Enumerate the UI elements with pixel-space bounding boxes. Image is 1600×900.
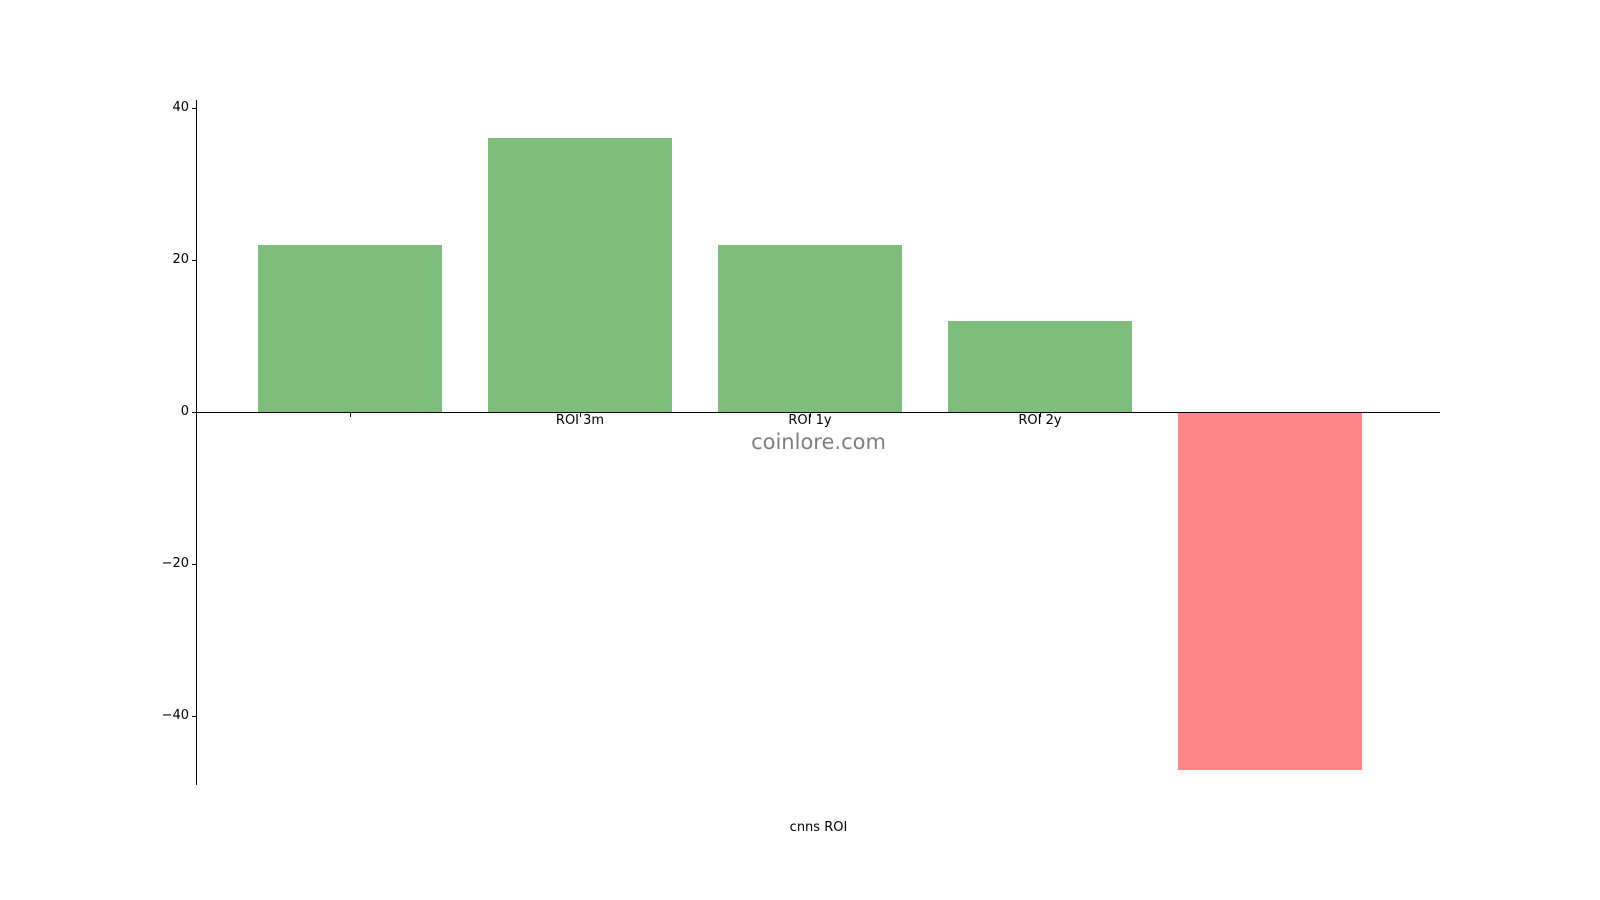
positive-roi-bar: [488, 138, 672, 412]
y-axis-line: [196, 100, 197, 785]
y-tick-mark: [192, 260, 196, 261]
y-tick-label: 40: [172, 100, 189, 115]
x-tick-mark: [580, 413, 581, 417]
y-tick-label: −20: [161, 556, 189, 571]
positive-roi-bar: [718, 245, 902, 412]
x-tick-label: ROI 2y: [1018, 413, 1062, 428]
positive-roi-bar: [258, 245, 442, 412]
x-tick-label: ROI 1y: [788, 413, 832, 428]
y-tick-label: 20: [172, 252, 189, 267]
x-tick-mark: [1040, 413, 1041, 417]
y-tick-mark: [192, 716, 196, 717]
y-tick-label: −40: [161, 708, 189, 723]
x-tick-label: ROI 3m: [555, 413, 605, 428]
x-axis-title: cnns ROI: [789, 820, 848, 835]
y-tick-mark: [192, 108, 196, 109]
x-axis-line: [196, 412, 1440, 413]
y-tick-label: 0: [180, 404, 189, 419]
positive-roi-bar: [948, 321, 1132, 412]
y-tick-mark: [192, 564, 196, 565]
x-tick-mark: [810, 413, 811, 417]
y-tick-mark: [192, 412, 196, 413]
watermark: coinlore.com: [751, 430, 886, 454]
x-tick-mark: [350, 413, 351, 417]
negative-roi-bar: [1178, 413, 1362, 770]
